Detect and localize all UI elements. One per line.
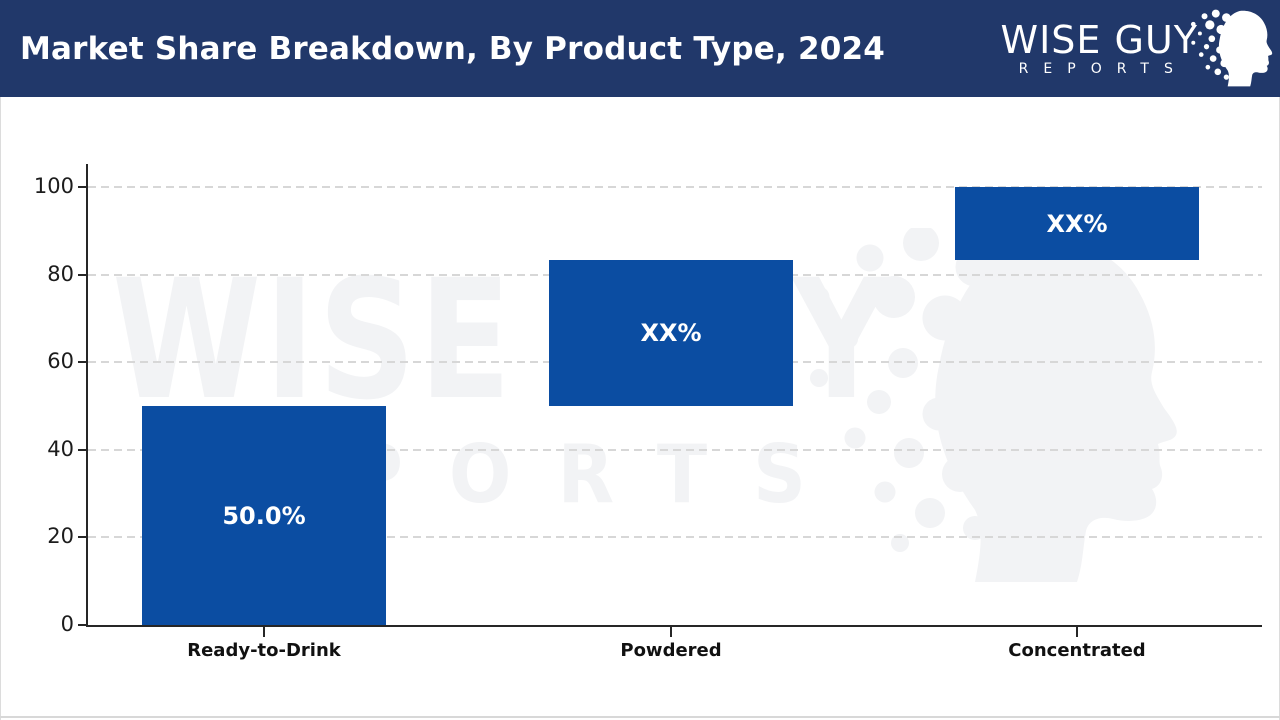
bar-value-label: XX% bbox=[1046, 209, 1108, 238]
y-axis-line bbox=[86, 164, 88, 627]
watermark-head-icon bbox=[808, 228, 1177, 582]
x-category-label: Powdered bbox=[620, 640, 722, 661]
x-tick-mark bbox=[670, 627, 672, 637]
wise-guy-reports-logo: WISE GUY REPORTS bbox=[1001, 4, 1274, 92]
y-tick-mark bbox=[78, 536, 86, 539]
x-axis-line bbox=[86, 625, 1262, 627]
y-tick-label: 100 bbox=[33, 174, 74, 198]
bar-value-label: XX% bbox=[640, 319, 702, 348]
bar-value-label: 50.0% bbox=[222, 501, 306, 530]
gridline bbox=[88, 186, 1262, 188]
logo-text: WISE GUY REPORTS bbox=[1001, 19, 1198, 77]
bottom-divider bbox=[0, 716, 1280, 718]
gridline bbox=[88, 536, 1262, 539]
bar-Powdered: XX% bbox=[549, 260, 793, 406]
bar-Ready-to-Drink: 50.0% bbox=[142, 406, 386, 625]
logo-wordmark: WISE GUY bbox=[1000, 18, 1198, 62]
x-category-label: Ready-to-Drink bbox=[187, 640, 341, 661]
x-category-label: Concentrated bbox=[1008, 640, 1146, 661]
x-tick-mark bbox=[1076, 627, 1078, 637]
y-tick-label: 40 bbox=[47, 436, 74, 461]
logo-subtitle: REPORTS bbox=[1018, 61, 1188, 77]
x-tick-mark bbox=[263, 627, 265, 637]
y-tick-label: 0 bbox=[60, 612, 74, 636]
y-tick-mark bbox=[78, 186, 86, 188]
logo-head-icon bbox=[1190, 9, 1273, 87]
y-tick-label: 80 bbox=[47, 261, 74, 286]
header-bar: Market Share Breakdown, By Product Type,… bbox=[0, 0, 1280, 97]
y-tick-mark bbox=[78, 624, 86, 626]
gridline bbox=[88, 448, 1262, 451]
bar-Concentrated: XX% bbox=[955, 187, 1199, 261]
y-tick-label: 20 bbox=[47, 524, 74, 549]
y-tick-mark bbox=[78, 273, 86, 276]
chart-title: Market Share Breakdown, By Product Type,… bbox=[20, 30, 886, 67]
y-tick-label: 60 bbox=[47, 349, 74, 374]
y-tick-mark bbox=[78, 361, 86, 364]
y-tick-mark bbox=[78, 448, 86, 451]
